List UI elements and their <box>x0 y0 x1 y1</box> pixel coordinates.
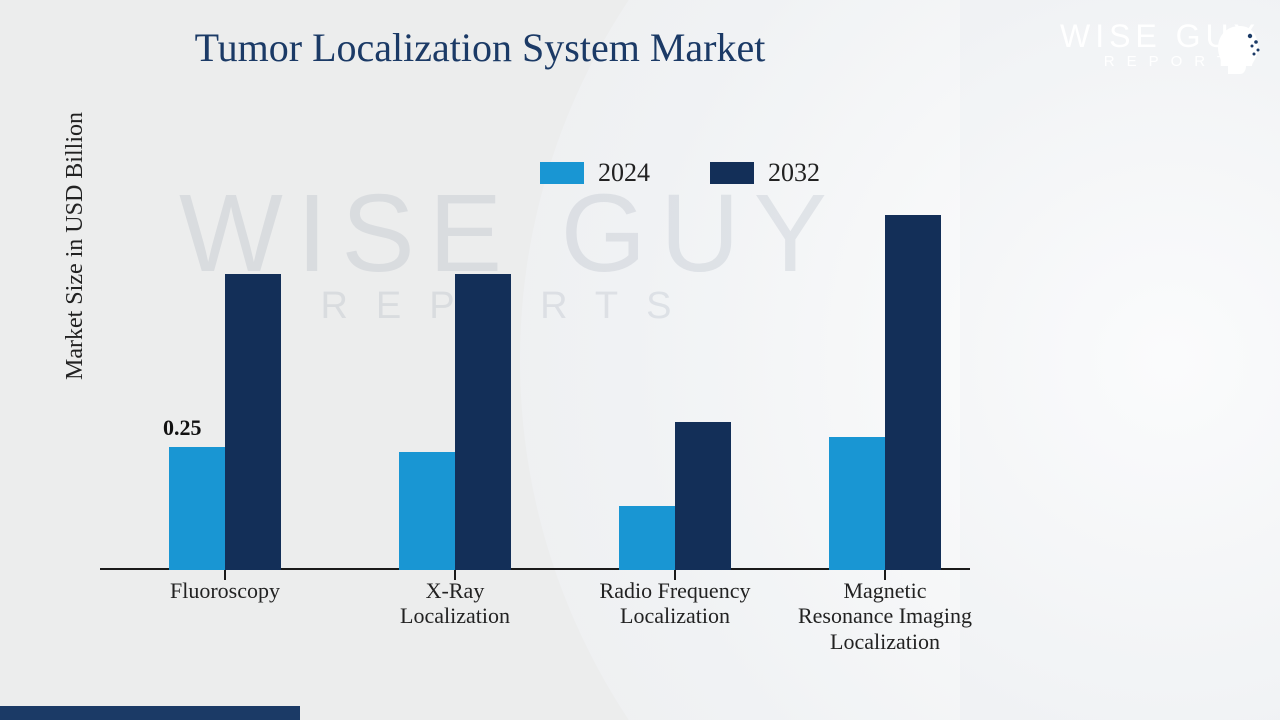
bar <box>675 422 731 570</box>
plot-area: 0.25 <box>100 200 970 570</box>
x-tick-label: X-Ray Localization <box>375 578 535 629</box>
bar <box>169 447 225 570</box>
legend-swatch-2032 <box>710 162 754 184</box>
bar <box>829 437 885 570</box>
legend-item-2032: 2032 <box>710 158 820 188</box>
y-axis-label: Market Size in USD Billion <box>62 112 89 380</box>
bar <box>885 215 941 570</box>
x-tick-label: Radio Frequency Localization <box>590 578 760 629</box>
x-tick-label: Magnetic Resonance Imaging Localization <box>795 578 975 654</box>
bar-group <box>590 422 760 570</box>
bar <box>225 274 281 570</box>
bottom-accent-bar <box>0 706 300 720</box>
bar-group <box>370 274 540 570</box>
bar <box>619 506 675 570</box>
x-tick-label: Fluoroscopy <box>145 578 305 603</box>
logo-head-icon <box>1210 22 1266 78</box>
bar <box>399 452 455 570</box>
x-axis-ticks: Fluoroscopy X-Ray Localization Radio Frequ… <box>100 572 970 692</box>
legend-swatch-2024 <box>540 162 584 184</box>
bar-group <box>800 215 970 570</box>
bar <box>455 274 511 570</box>
legend-label-2024: 2024 <box>598 158 650 188</box>
wiseguy-logo: WISE GUY REPORTS <box>980 18 1260 70</box>
legend: 2024 2032 <box>540 158 820 188</box>
chart-card: WISE GUY REPORTS WISE GUY REPORTS Tumor … <box>0 0 1280 720</box>
bar-value-label: 0.25 <box>163 415 202 441</box>
legend-item-2024: 2024 <box>540 158 650 188</box>
chart-title: Tumor Localization System Market <box>0 24 960 71</box>
legend-label-2032: 2032 <box>768 158 820 188</box>
